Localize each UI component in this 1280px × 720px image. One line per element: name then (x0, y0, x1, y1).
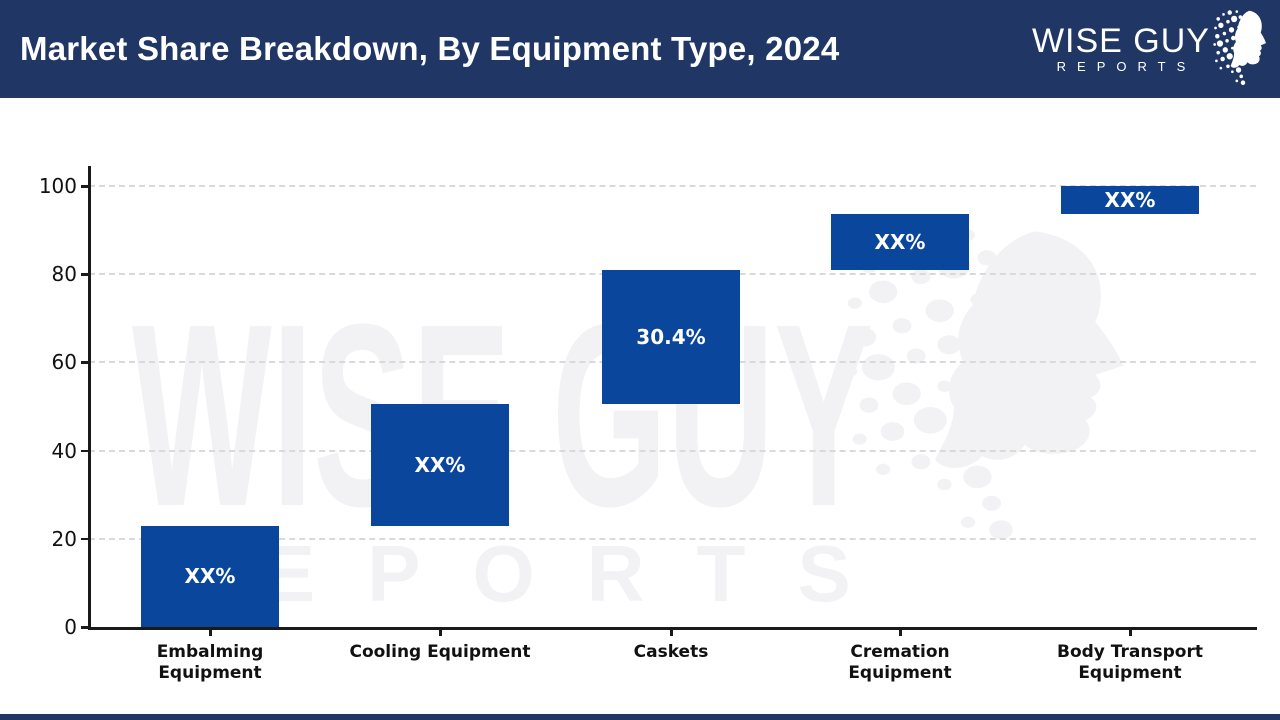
dot-head-profile-icon (1213, 10, 1267, 85)
x-axis-tick (670, 629, 673, 636)
watermark-dot-head-profile-icon (843, 229, 1124, 540)
page-title: Market Share Breakdown, By Equipment Typ… (20, 30, 840, 67)
x-axis-category-label: Embalming Equipment (100, 642, 320, 684)
x-axis-category-label-line: Cooling Equipment (349, 642, 531, 662)
y-axis-tick-label: 80 (51, 262, 77, 287)
x-axis-category-label-line: Caskets (633, 642, 709, 662)
logo-subtitle: REPORTS (1056, 59, 1197, 74)
x-axis-category-label-line: Equipment (158, 663, 262, 683)
bar-body-transport-equipment: XX% (1061, 186, 1199, 215)
wiseguy-logo: WISE GUY REPORTS (1032, 8, 1274, 90)
logo-text: WISE GUY REPORTS (1032, 23, 1210, 75)
y-axis-tick-label: 20 (51, 526, 77, 551)
bar-value-label: XX% (184, 564, 236, 589)
x-axis-tick (439, 629, 442, 636)
bar-cooling-equipment: XX% (371, 403, 509, 526)
y-axis-tick (81, 449, 89, 453)
y-axis-tick-label: 40 (51, 438, 77, 463)
bar-caskets: 30.4% (602, 269, 740, 404)
y-axis-line (88, 166, 91, 627)
footer-strip (0, 714, 1280, 720)
y-axis-tick (81, 537, 89, 541)
x-axis-category-label-line: Body Transport (1057, 642, 1203, 662)
bar-value-label: 30.4% (636, 324, 706, 349)
bar-embalming-equipment: XX% (141, 525, 279, 627)
x-axis-line (88, 627, 1257, 630)
y-axis-tick-label: 100 (38, 174, 77, 198)
header-bar: Market Share Breakdown, By Equipment Typ… (0, 0, 1280, 98)
y-axis-tick-label: 0 (64, 615, 77, 639)
x-axis-category-label: Body Transport Equipment (1020, 642, 1240, 684)
x-axis-tick (899, 629, 902, 636)
bar-cremation-equipment: XX% (831, 214, 969, 270)
bar-value-label: XX% (1104, 188, 1156, 213)
y-axis-tick (81, 185, 89, 188)
gridline-40 (89, 449, 1256, 452)
x-axis-category-label-line: Equipment (1078, 663, 1182, 683)
x-axis-category-label: Cooling Equipment (330, 642, 550, 663)
y-axis-tick (81, 626, 89, 629)
bar-value-label: XX% (874, 230, 926, 254)
y-axis-tick (81, 361, 89, 364)
x-axis-tick (209, 629, 212, 636)
y-axis-tick-label: 60 (51, 350, 77, 375)
y-axis-tick (81, 273, 89, 276)
gridline-20 (89, 537, 1256, 540)
x-axis-category-label-line: Cremation (850, 642, 950, 662)
x-axis-category-label-line: Embalming (156, 642, 264, 662)
x-axis-tick (1129, 629, 1132, 636)
x-axis-category-label-line: Equipment (848, 663, 952, 683)
gridline-100 (89, 185, 1256, 187)
bar-value-label: XX% (414, 452, 466, 477)
x-axis-category-label: Caskets (561, 642, 781, 663)
logo-wordmark: WISE GUY (1031, 22, 1210, 60)
x-axis-category-label: Cremation Equipment (790, 642, 1010, 684)
